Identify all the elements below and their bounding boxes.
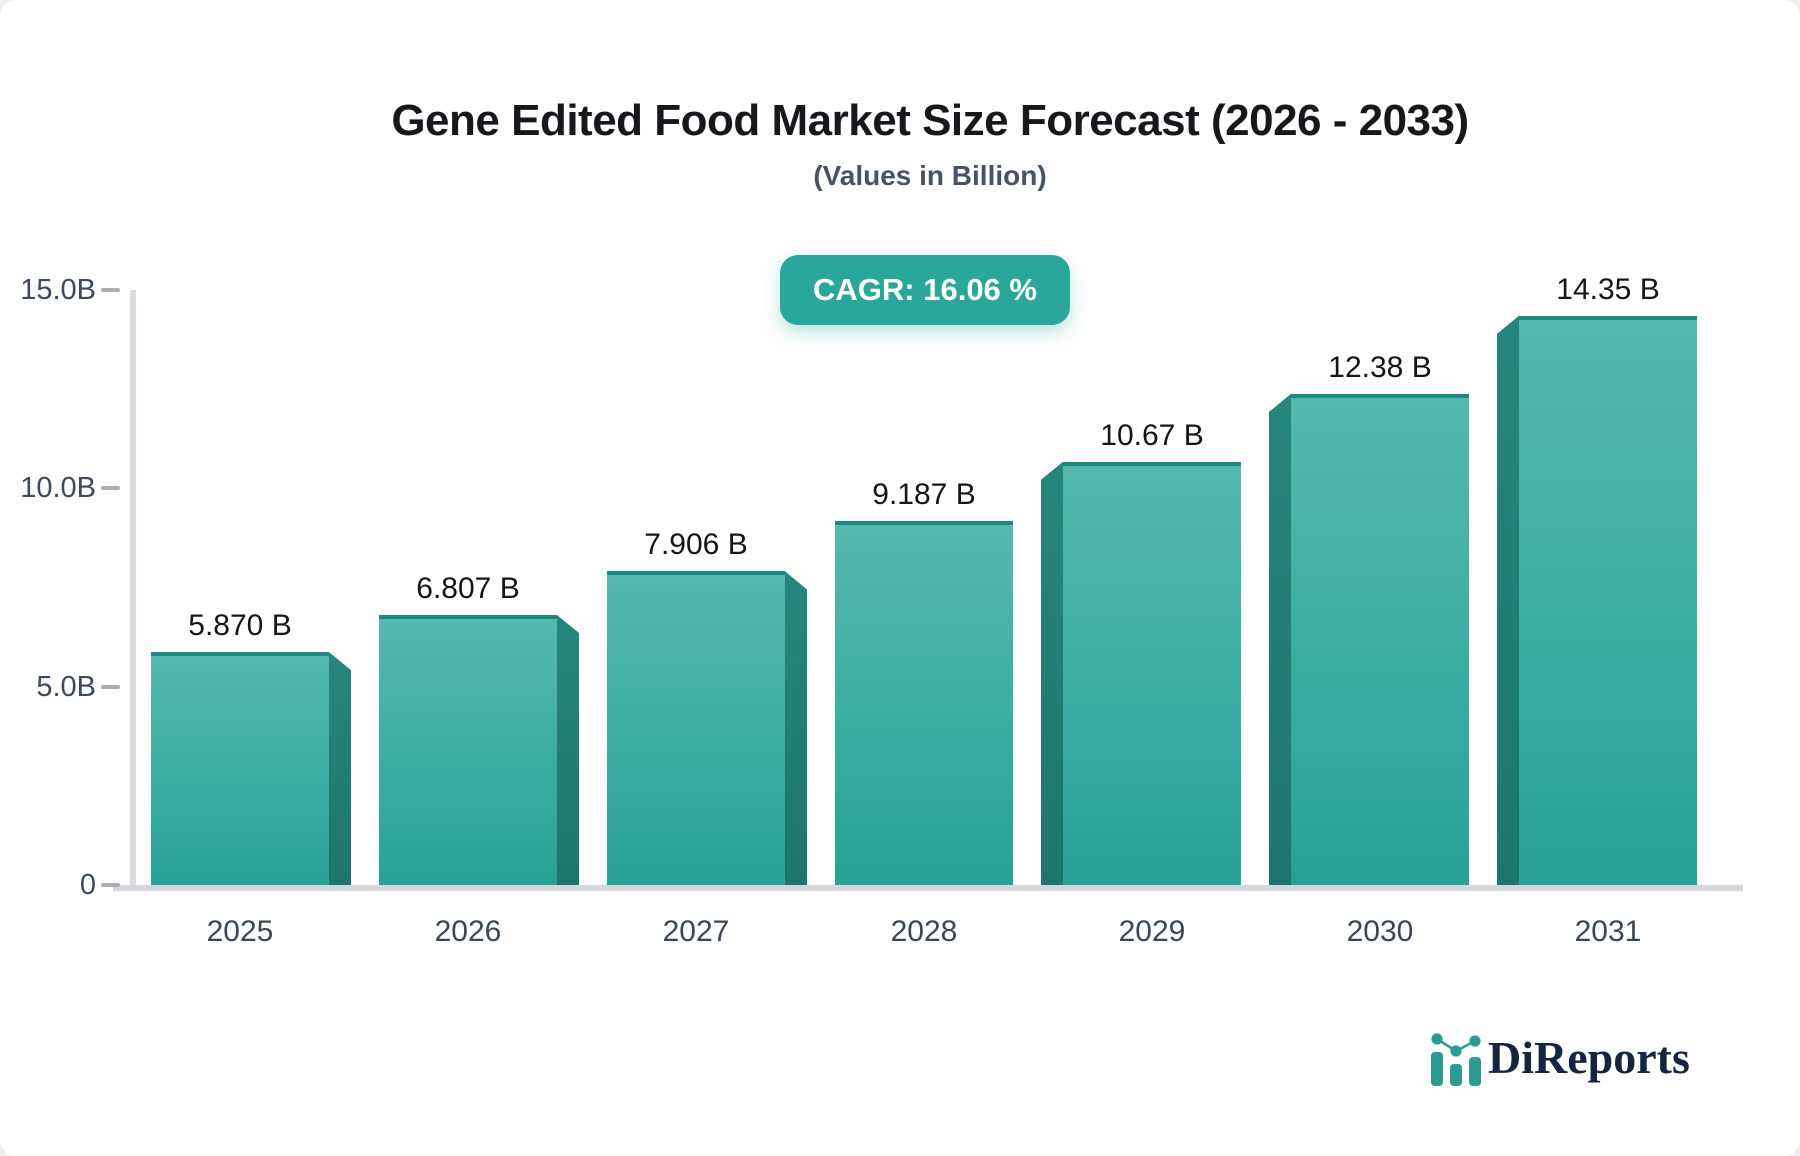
x-axis-label-2026: 2026 xyxy=(434,915,502,948)
y-axis-tick-label: 5.0B xyxy=(36,670,96,703)
chart-subtitle: (Values in Billion) xyxy=(813,160,1047,191)
cagr-badge: CAGR: 16.06 % xyxy=(780,255,1070,325)
bar-value-label: 12.38 B xyxy=(1328,350,1432,384)
bar-value-label: 9.187 B xyxy=(872,477,976,511)
bar-value-label: 6.807 B xyxy=(416,571,520,605)
y-axis-tick xyxy=(101,684,120,689)
x-axis-label-2031: 2031 xyxy=(1574,915,1642,948)
bar-3d-side xyxy=(1269,393,1291,885)
y-axis-tick xyxy=(101,288,120,292)
x-axis-label-2025: 2025 xyxy=(206,915,274,948)
bar-2031 xyxy=(1519,315,1697,885)
mini-bar-line-chart-icon xyxy=(1431,1033,1481,1086)
cagr-badge-label: CAGR: 16.06 % xyxy=(813,272,1037,307)
bar-value-label: 5.870 B xyxy=(188,609,292,643)
y-axis-tick-label: 0 xyxy=(79,869,96,901)
x-axis-baseline xyxy=(113,885,1743,891)
brand-logo-text: DiReports xyxy=(1488,1032,1690,1083)
bar-2030 xyxy=(1291,393,1469,885)
brand-logo: DiReports xyxy=(1428,1028,1690,1088)
bar-3d-side xyxy=(1041,461,1063,885)
y-axis-tick-label: 10.0B xyxy=(20,472,96,505)
bar-3d-side xyxy=(785,571,807,885)
y-axis-tick-label: 15.0B xyxy=(20,274,96,306)
x-axis-label-2030: 2030 xyxy=(1346,915,1414,948)
chart-title: Gene Edited Food Market Size Forecast (2… xyxy=(391,96,1469,145)
bar-2028 xyxy=(835,520,1013,885)
bar-value-label: 14.35 B xyxy=(1556,272,1660,306)
bar-2025 xyxy=(151,652,329,885)
y-axis-line xyxy=(130,290,136,885)
bar-value-label: 10.67 B xyxy=(1100,418,1204,452)
bar-2027 xyxy=(607,571,785,885)
bar-2026 xyxy=(379,614,557,885)
x-axis-label-2028: 2028 xyxy=(890,915,958,948)
bar-3d-side xyxy=(1497,315,1519,885)
y-axis-tick xyxy=(101,883,120,887)
y-axis-tick xyxy=(101,486,120,491)
x-axis-label-2027: 2027 xyxy=(662,915,730,948)
x-axis-label-2029: 2029 xyxy=(1118,915,1186,948)
bar-value-label: 7.906 B xyxy=(644,528,748,562)
bar-2029 xyxy=(1063,461,1241,885)
bar-3d-side xyxy=(329,652,351,885)
bar-3d-side xyxy=(557,614,579,885)
